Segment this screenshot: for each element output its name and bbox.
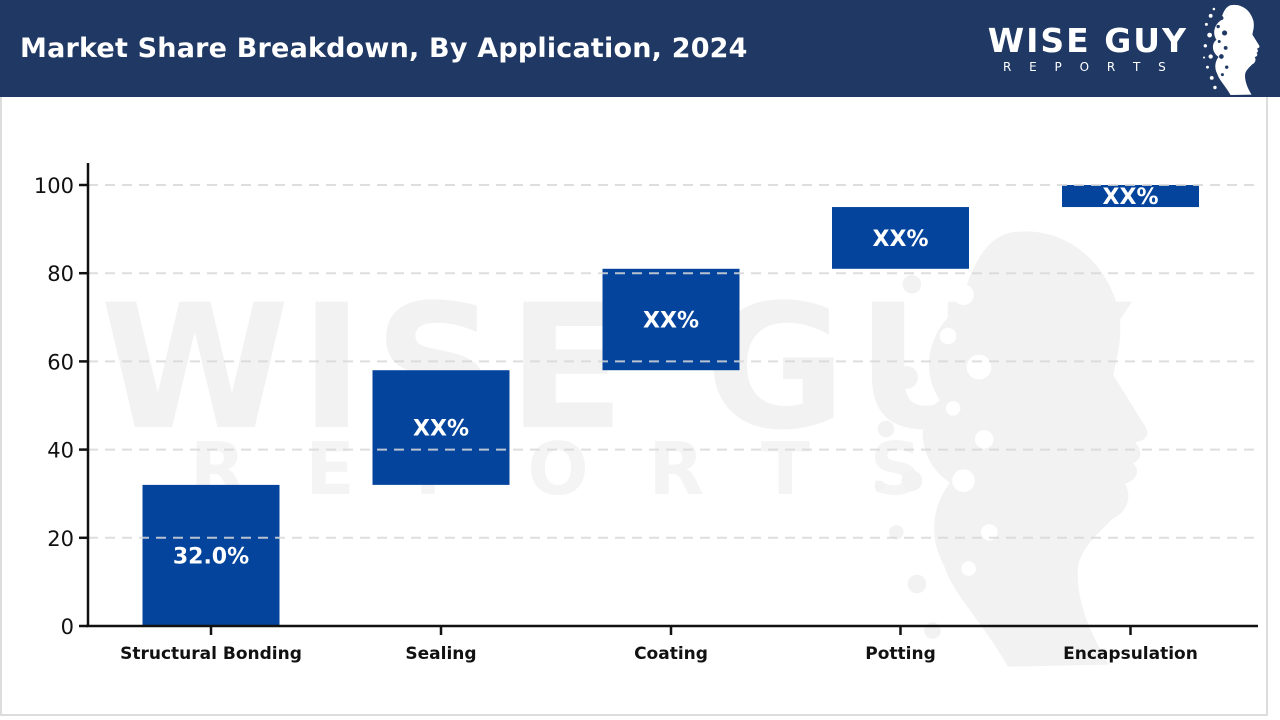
y-tick-label-60: 60 (47, 350, 74, 374)
x-tick-label-3: Potting (865, 644, 936, 664)
content-frame (0, 97, 1268, 716)
x-tick-label-0: Structural Bonding (120, 644, 302, 664)
bar-value-label-1: XX% (413, 417, 469, 442)
y-tick-label-20: 20 (47, 527, 74, 551)
bar-2 (602, 268, 740, 371)
brand-subname: R E P O R T S (1002, 59, 1173, 74)
page-title: Market Share Breakdown, By Application, … (20, 33, 748, 64)
bar-4 (1062, 185, 1199, 208)
brand-head-icon (1202, 4, 1260, 95)
x-tick-label-1: Sealing (405, 644, 476, 664)
x-tick-label-2: Coating (634, 644, 708, 664)
waterfall-chart: 32.0% XX% XX% XX% XX% 0 20 40 60 80 100 Structural … (34, 163, 1258, 664)
y-tick-label-0: 0 (61, 615, 74, 639)
bar-1 (372, 370, 510, 485)
brand-logo: WISE GUY R E P O R T S (988, 0, 1270, 97)
bar-value-label-3: XX% (873, 227, 929, 252)
y-tick-label-40: 40 (47, 439, 74, 463)
brand-logo-text: WISE GUY R E P O R T S (988, 24, 1188, 74)
chart-area: WISE GUY REPORTS 32.0% XX% XX% XX% XX% 0 20 40 6… (0, 97, 1280, 720)
bar-value-label-2: XX% (643, 309, 699, 334)
y-tick-label-80: 80 (47, 262, 74, 286)
brand-name: WISE GUY (987, 20, 1188, 60)
header-bar: Market Share Breakdown, By Application, … (0, 0, 1280, 97)
bar-value-label-0: 32.0% (173, 544, 249, 569)
x-tick-label-4: Encapsulation (1063, 644, 1198, 664)
watermark-subtext: REPORTS (190, 427, 982, 511)
bar-0 (142, 484, 280, 626)
bar-value-label-4: XX% (1103, 185, 1159, 210)
y-tick-label-100: 100 (34, 174, 74, 198)
bar-3 (832, 207, 969, 269)
